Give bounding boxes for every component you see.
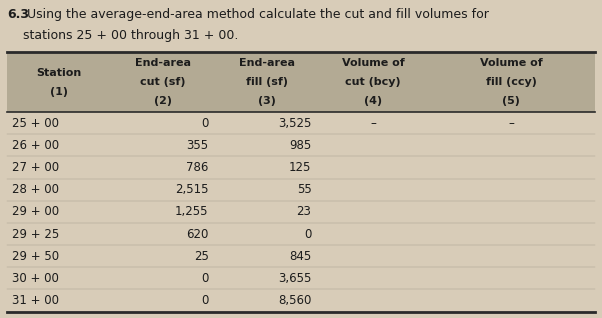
- Text: 6.3: 6.3: [7, 8, 29, 21]
- Text: 1,255: 1,255: [175, 205, 208, 218]
- Text: 8,560: 8,560: [278, 294, 311, 307]
- Text: Volume of: Volume of: [480, 58, 542, 68]
- Text: fill (ccy): fill (ccy): [486, 77, 536, 87]
- Text: cut (sf): cut (sf): [140, 77, 185, 87]
- Text: 845: 845: [289, 250, 311, 263]
- Text: cut (bcy): cut (bcy): [345, 77, 401, 87]
- Text: 27 + 00: 27 + 00: [12, 161, 59, 174]
- Text: End-area: End-area: [135, 58, 191, 68]
- Text: 0: 0: [201, 294, 208, 307]
- Text: 29 + 50: 29 + 50: [12, 250, 59, 263]
- Text: Volume of: Volume of: [341, 58, 405, 68]
- Text: 25: 25: [194, 250, 208, 263]
- Text: –: –: [370, 117, 376, 130]
- Text: Station: Station: [36, 68, 81, 78]
- Text: fill (sf): fill (sf): [246, 77, 288, 87]
- Bar: [7, 52, 595, 112]
- Text: (1): (1): [49, 87, 67, 97]
- Text: 3,525: 3,525: [278, 117, 311, 130]
- Text: 29 + 25: 29 + 25: [12, 228, 59, 240]
- Text: (5): (5): [502, 96, 520, 106]
- Text: 0: 0: [201, 272, 208, 285]
- Text: 26 + 00: 26 + 00: [12, 139, 59, 152]
- Text: 23: 23: [297, 205, 311, 218]
- Text: 0: 0: [201, 117, 208, 130]
- Text: 985: 985: [289, 139, 311, 152]
- Text: 620: 620: [186, 228, 208, 240]
- Text: 55: 55: [297, 183, 311, 196]
- Text: (4): (4): [364, 96, 382, 106]
- Text: 31 + 00: 31 + 00: [12, 294, 59, 307]
- Text: 355: 355: [187, 139, 208, 152]
- Text: 125: 125: [289, 161, 311, 174]
- Text: 29 + 00: 29 + 00: [12, 205, 59, 218]
- Text: Using the average-end-area method calculate the cut and fill volumes for: Using the average-end-area method calcul…: [23, 8, 489, 21]
- Text: (2): (2): [154, 96, 172, 106]
- Text: (3): (3): [258, 96, 276, 106]
- Text: stations 25 + 00 through 31 + 00.: stations 25 + 00 through 31 + 00.: [7, 29, 238, 42]
- Text: 2,515: 2,515: [175, 183, 208, 196]
- Text: –: –: [508, 117, 514, 130]
- Text: 786: 786: [186, 161, 208, 174]
- Text: 28 + 00: 28 + 00: [12, 183, 59, 196]
- Text: 25 + 00: 25 + 00: [12, 117, 59, 130]
- Text: 0: 0: [304, 228, 311, 240]
- Text: 3,655: 3,655: [278, 272, 311, 285]
- Text: 30 + 00: 30 + 00: [12, 272, 59, 285]
- Text: End-area: End-area: [239, 58, 295, 68]
